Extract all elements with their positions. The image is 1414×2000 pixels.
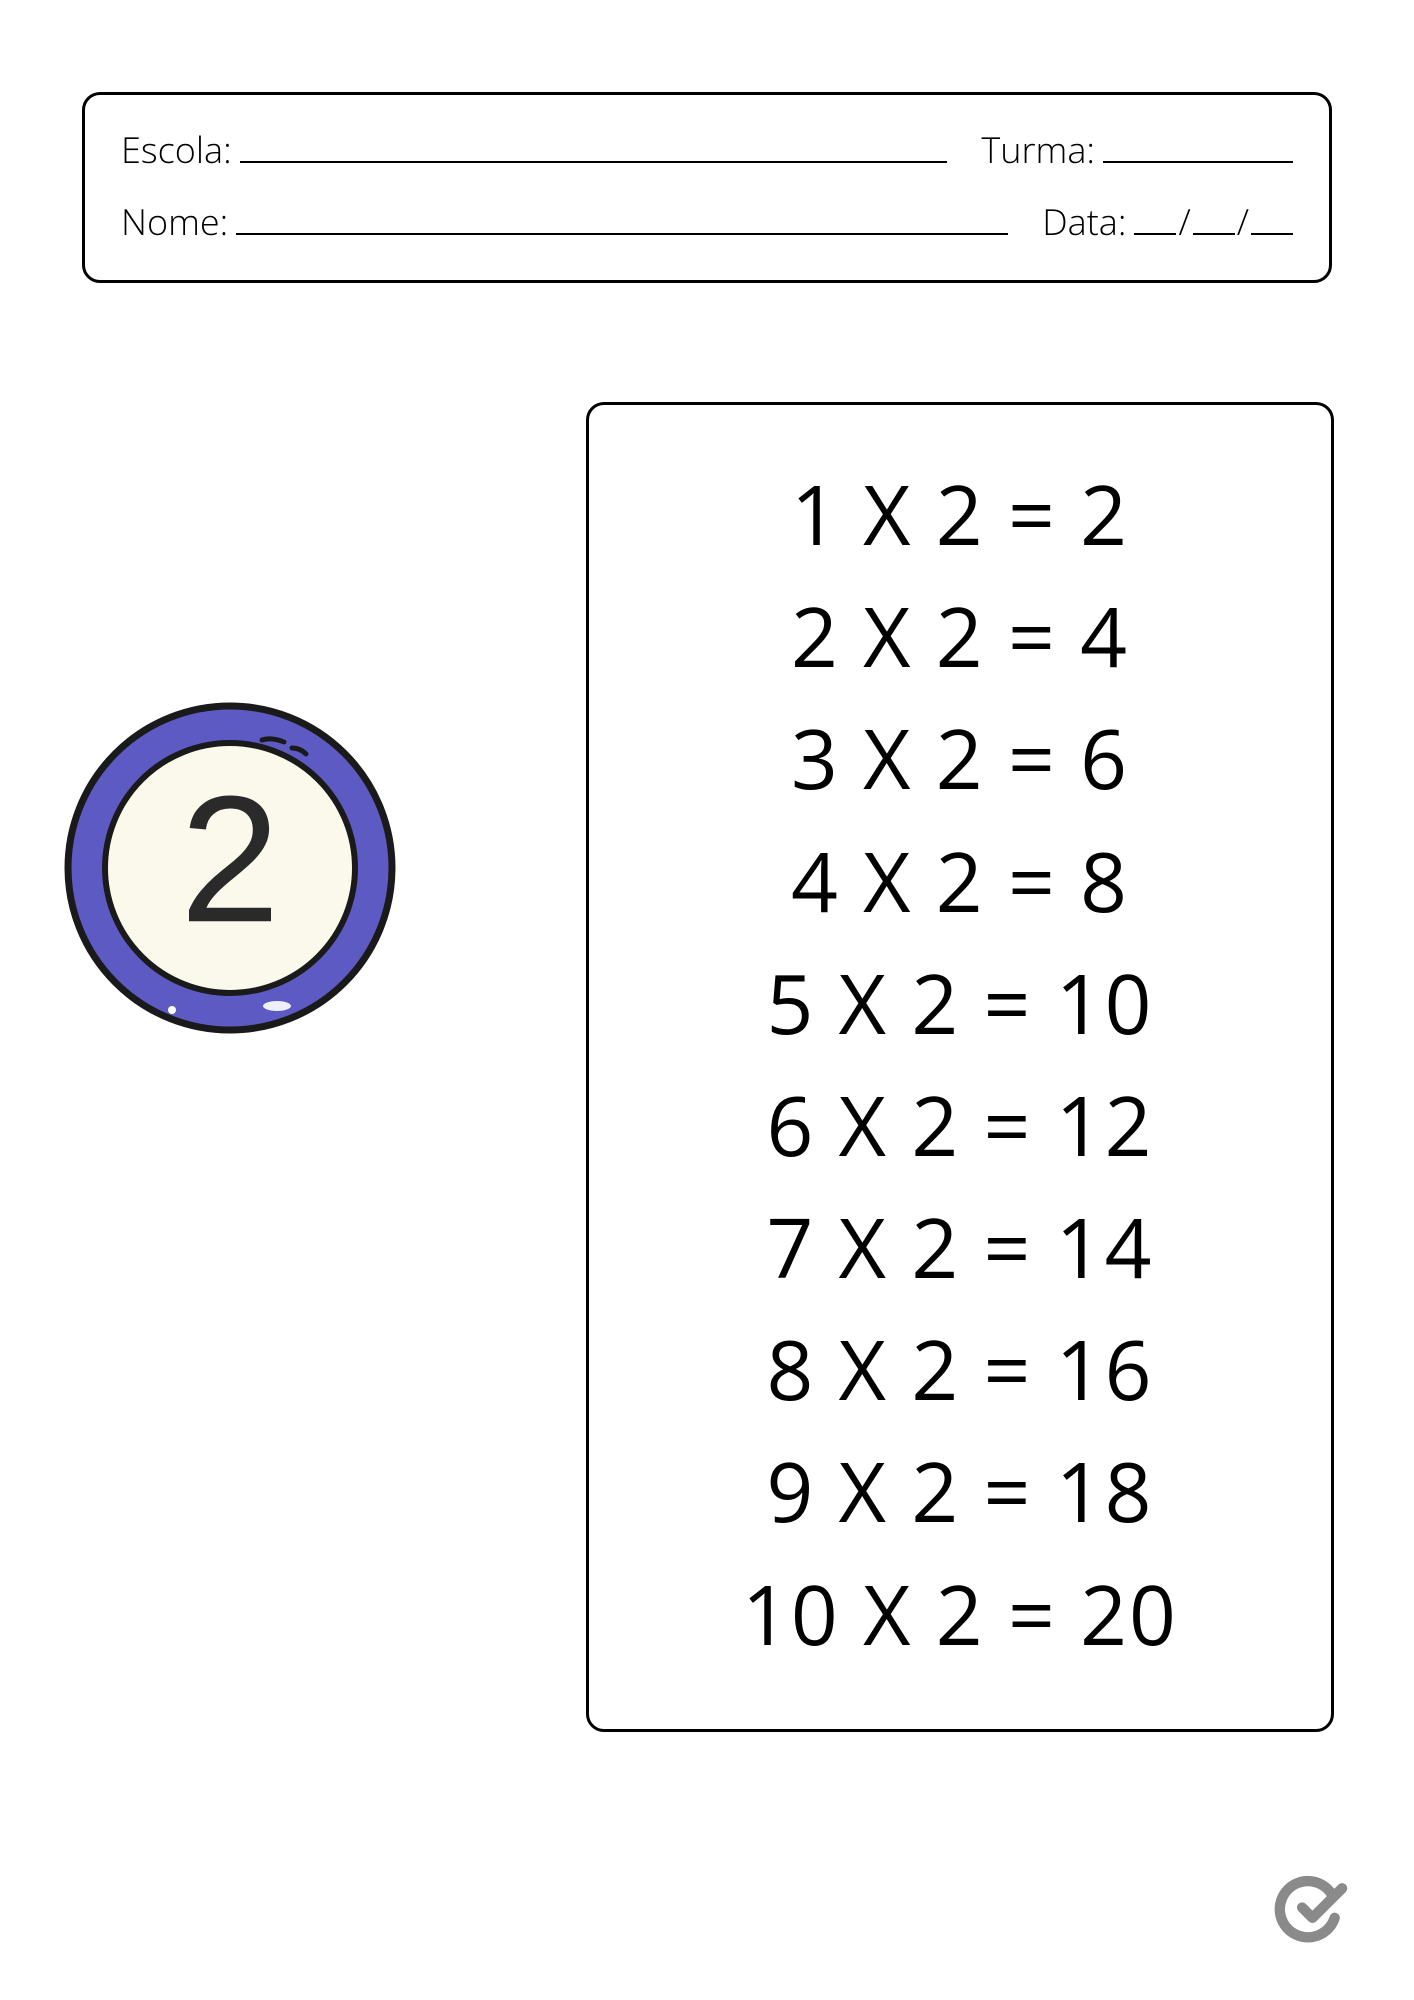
header-row-1: Escola: Turma: — [121, 123, 1293, 174]
equation-row: 2 X 2 = 4 — [619, 575, 1301, 697]
equation-row: 5 X 2 = 10 — [619, 942, 1301, 1064]
equation-row: 3 X 2 = 6 — [619, 697, 1301, 819]
class-label: Turma: — [981, 125, 1095, 174]
school-label: Escola: — [121, 125, 232, 174]
equation-row: 1 X 2 = 2 — [619, 453, 1301, 575]
equation-row: 9 X 2 = 18 — [619, 1430, 1301, 1552]
class-input-line[interactable] — [1103, 123, 1293, 163]
equation-row: 7 X 2 = 14 — [619, 1186, 1301, 1308]
equation-row: 10 X 2 = 20 — [619, 1553, 1301, 1675]
equation-row: 6 X 2 = 12 — [619, 1064, 1301, 1186]
date-input[interactable]: // — [1134, 197, 1293, 246]
badge-number: 2 — [180, 756, 280, 963]
equation-row: 4 X 2 = 8 — [619, 820, 1301, 942]
multiplication-table-box: 1 X 2 = 22 X 2 = 43 X 2 = 64 X 2 = 85 X … — [586, 402, 1334, 1732]
header-form-box: Escola: Turma: Nome: Data: // — [82, 92, 1332, 283]
brand-checkmark-icon — [1274, 1872, 1348, 1946]
name-label: Nome: — [121, 197, 228, 246]
date-label: Data: — [1042, 197, 1126, 246]
number-badge: 2 — [62, 700, 398, 1036]
equation-row: 8 X 2 = 16 — [619, 1308, 1301, 1430]
header-row-2: Nome: Data: // — [121, 196, 1293, 247]
name-input-line[interactable] — [236, 196, 1008, 236]
school-input-line[interactable] — [240, 123, 948, 163]
